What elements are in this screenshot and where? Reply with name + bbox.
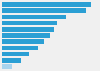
Bar xyxy=(2,33,50,38)
Bar xyxy=(2,52,29,56)
Bar xyxy=(2,21,57,25)
Bar xyxy=(2,15,66,19)
Bar xyxy=(2,39,44,44)
Bar xyxy=(2,27,54,32)
Bar xyxy=(2,64,12,69)
Bar xyxy=(2,2,91,7)
Bar xyxy=(2,8,86,13)
Bar xyxy=(2,58,21,63)
Bar xyxy=(2,46,38,50)
